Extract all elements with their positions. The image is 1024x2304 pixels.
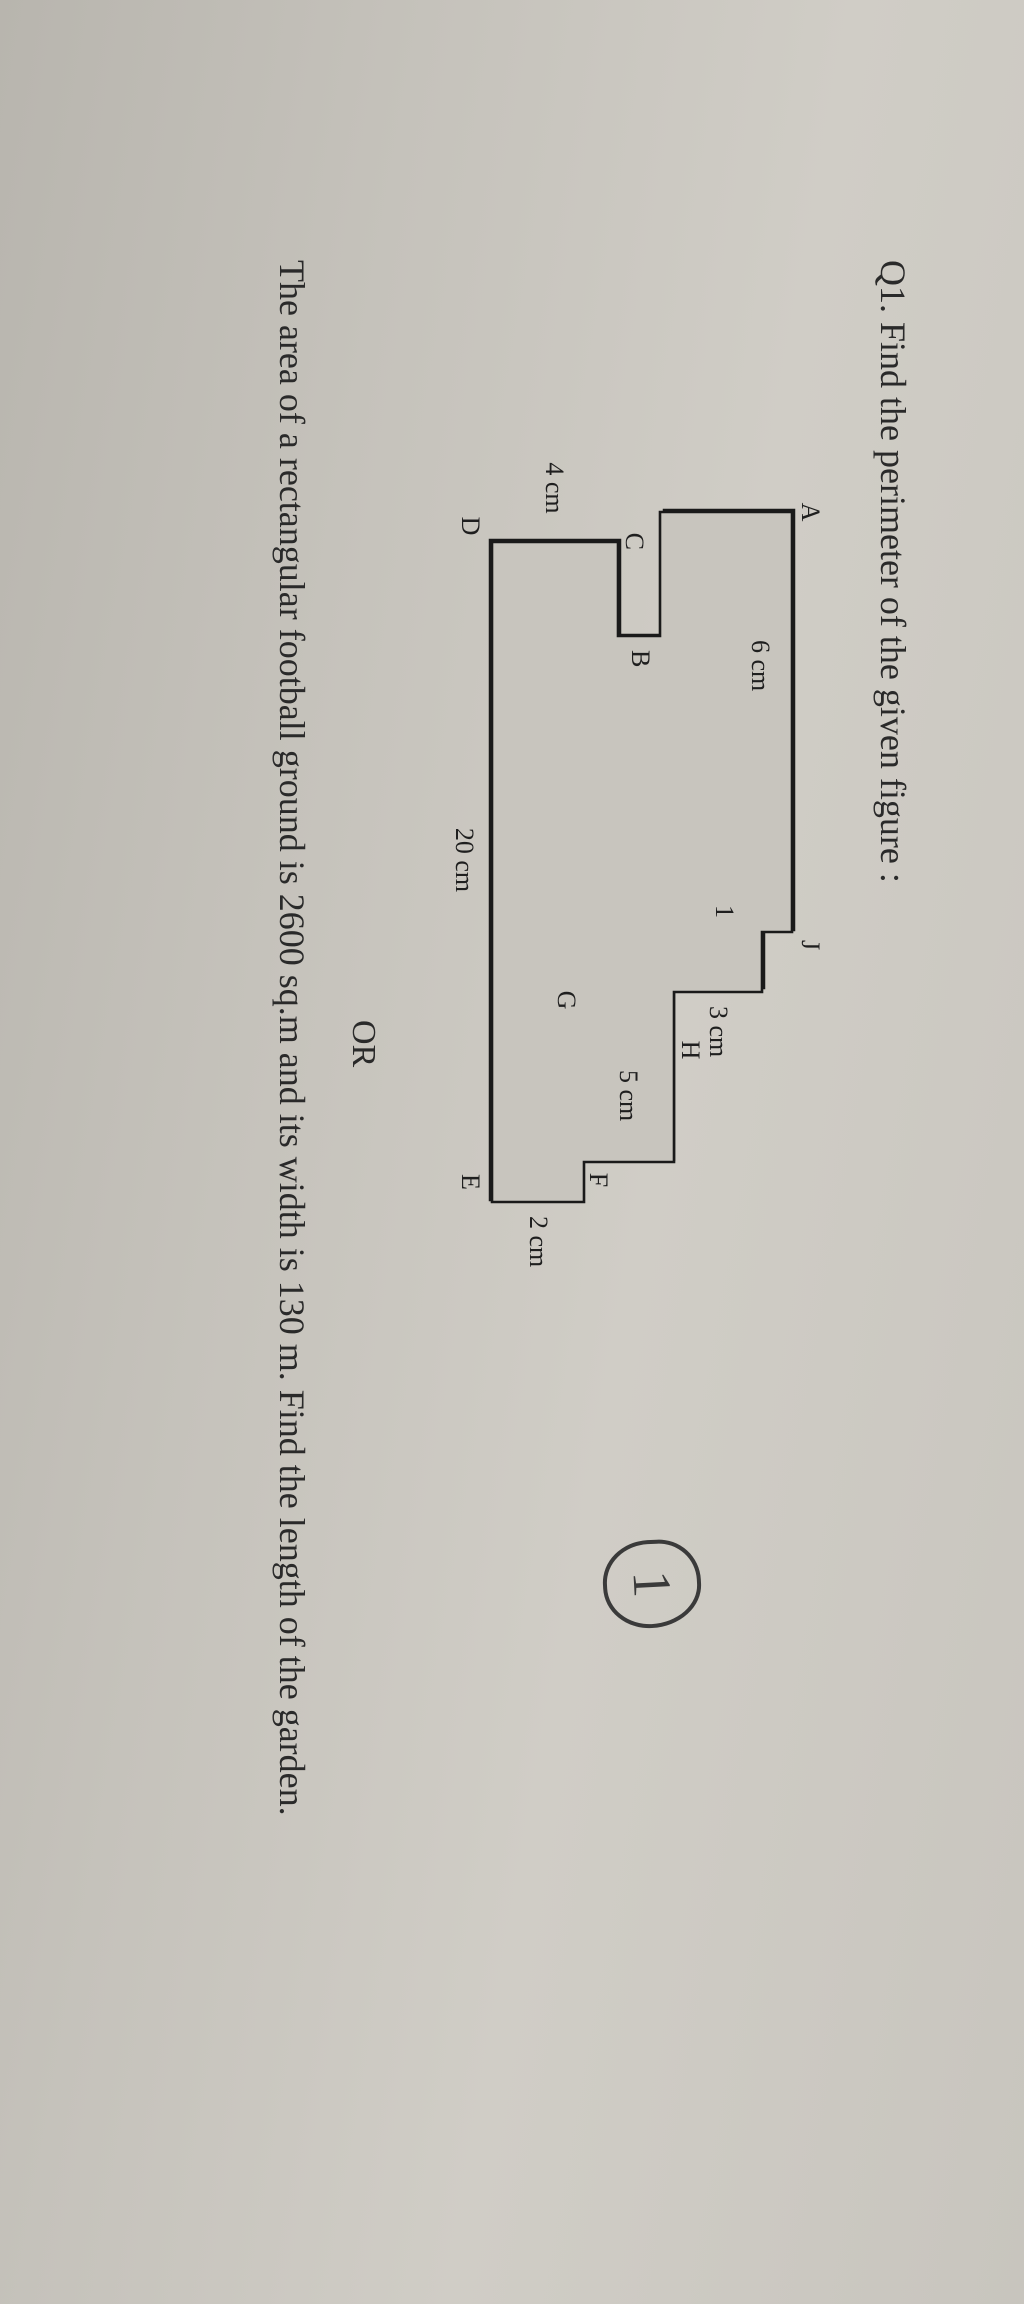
label-5cm: 5 cm xyxy=(614,1070,643,1121)
perimeter-figure: A J H G F E D C B 6 cm 1 3 cm 5 cm 2 cm … xyxy=(422,440,842,1340)
question-number: Q1. xyxy=(873,260,913,313)
vertex-C: C xyxy=(620,533,649,550)
alternate-question-text: The area of a rectangular football groun… xyxy=(272,260,312,1816)
vertex-F: F xyxy=(584,1173,613,1187)
vertex-H: H xyxy=(676,1041,705,1060)
label-3cm: 3 cm xyxy=(704,1006,733,1057)
vertex-G: G xyxy=(552,991,581,1010)
vertex-J: J xyxy=(796,940,825,950)
or-text: OR xyxy=(345,1020,382,1067)
label-6cm: 6 cm xyxy=(746,640,775,691)
or-separator: OR xyxy=(344,1020,382,2164)
label-4cm: 4 cm xyxy=(540,462,569,513)
vertex-A: A xyxy=(796,503,825,522)
label-20cm: 20 cm xyxy=(450,828,479,892)
question-prompt: Find the perimeter of the given figure : xyxy=(873,322,913,883)
handwritten-circle-annotation: 1 xyxy=(601,1537,703,1630)
label-1: 1 xyxy=(710,905,739,918)
figure-row: A J H G F E D C B 6 cm 1 3 cm 5 cm 2 cm … xyxy=(422,440,842,2164)
vertex-B: B xyxy=(626,650,655,667)
label-2cm: 2 cm xyxy=(524,1216,553,1267)
circle-number: 1 xyxy=(620,1569,683,1599)
alternate-question: The area of a rectangular football groun… xyxy=(262,260,320,2160)
vertex-D: D xyxy=(456,517,485,536)
question-line: Q1. Find the perimeter of the given figu… xyxy=(872,260,914,2164)
vertex-E: E xyxy=(456,1174,485,1190)
